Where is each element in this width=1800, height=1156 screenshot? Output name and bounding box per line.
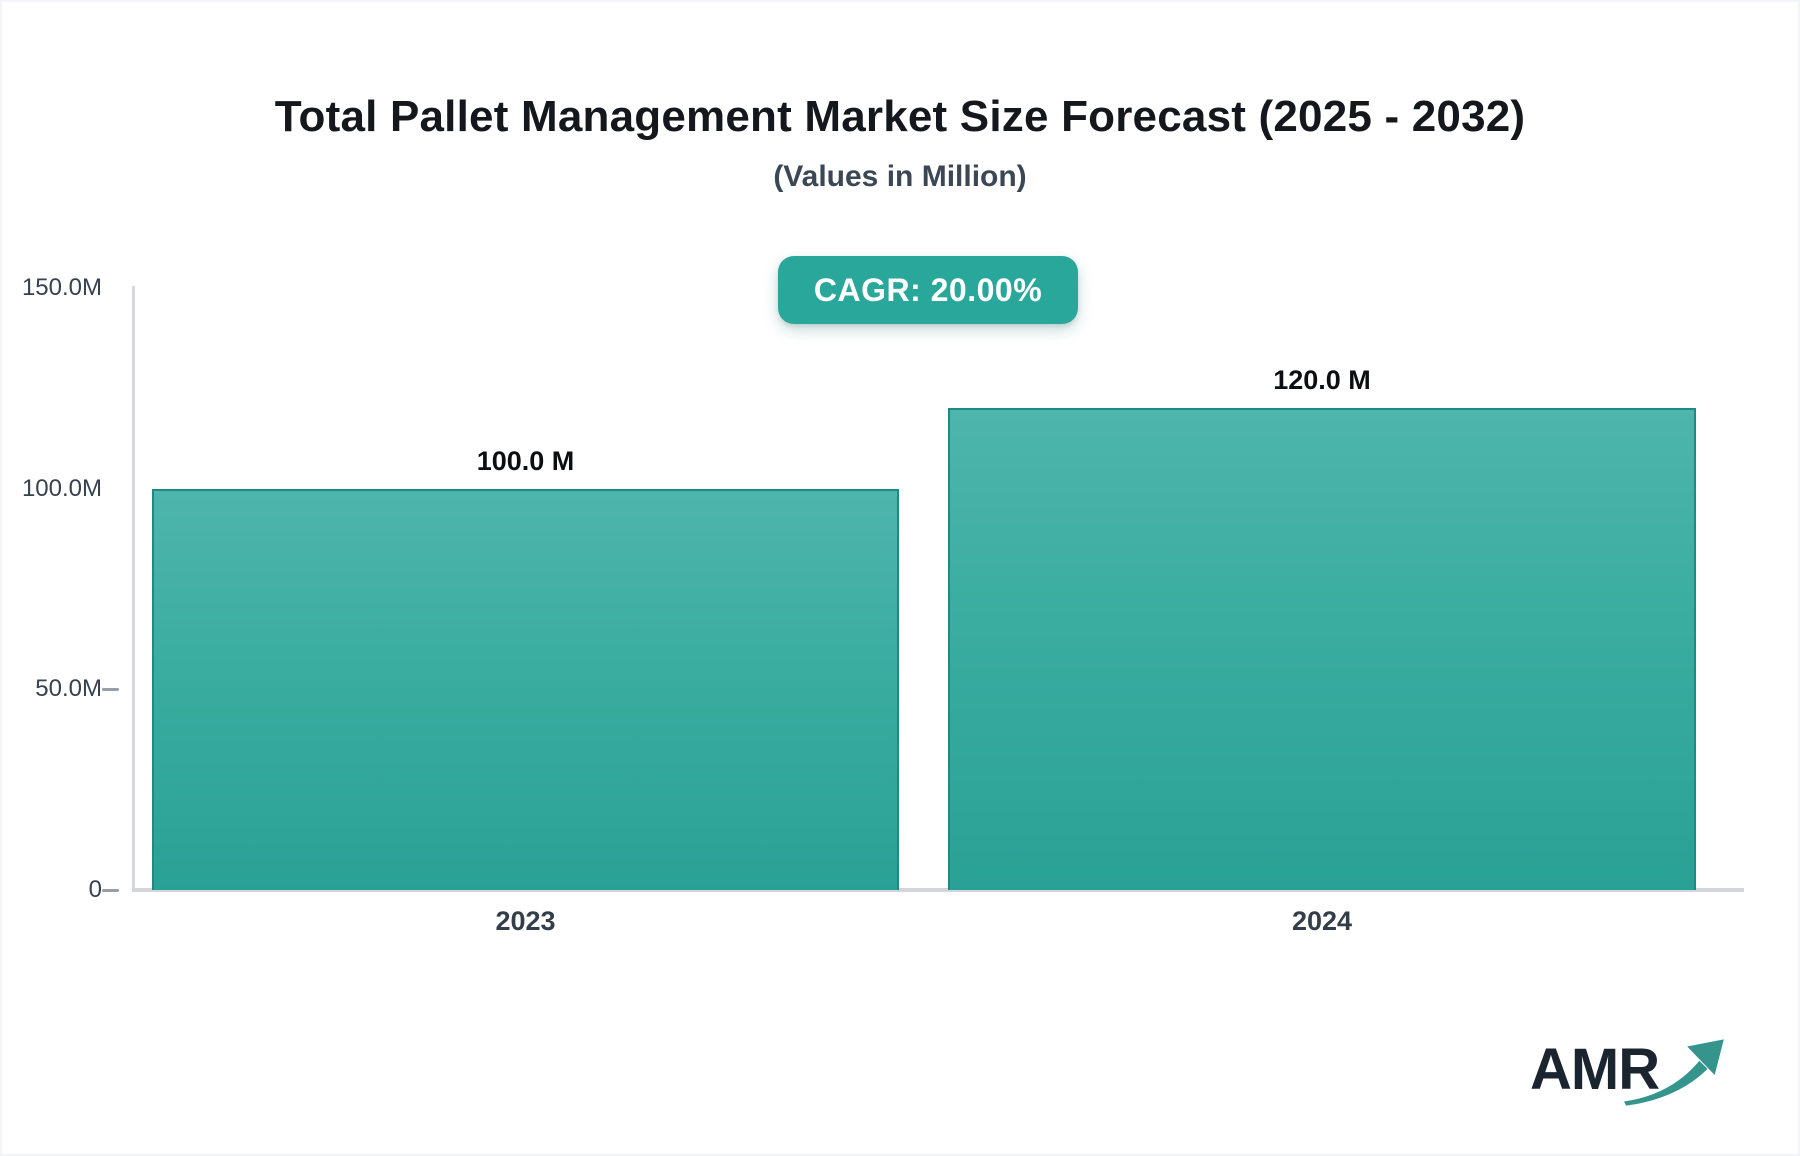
y-axis-label-50: 50.0M <box>35 675 102 703</box>
y-axis-line <box>132 286 135 892</box>
y-axis-label-0: 0 <box>88 876 102 903</box>
amr-logo: AMR <box>1530 1030 1730 1120</box>
y-axis-label-150: 150.0M <box>21 274 102 302</box>
bar-2024[interactable] <box>948 408 1696 890</box>
x-axis-label-2024: 2024 <box>1291 906 1353 936</box>
chart-subtitle: (Values in Million) <box>773 160 1027 193</box>
y-axis-tick-mark-0 <box>102 889 119 892</box>
y-axis-label-100: 100.0M <box>21 474 102 502</box>
cagr-badge: CAGR: 20.00% <box>778 256 1078 324</box>
x-axis-line <box>132 888 1744 892</box>
amr-logo-text: AMR <box>1530 1037 1660 1102</box>
bar-value-label-2024: 120.0 M <box>1273 365 1371 395</box>
chart-title: Total Pallet Management Market Size Fore… <box>274 92 1526 141</box>
bar-2023[interactable] <box>152 489 899 890</box>
growth-arrow-icon <box>1624 1039 1724 1106</box>
x-axis-label-2023: 2023 <box>495 906 556 936</box>
bar-value-label-2023: 100.0 M <box>476 446 575 476</box>
y-axis-tick-mark-50 <box>102 688 119 692</box>
